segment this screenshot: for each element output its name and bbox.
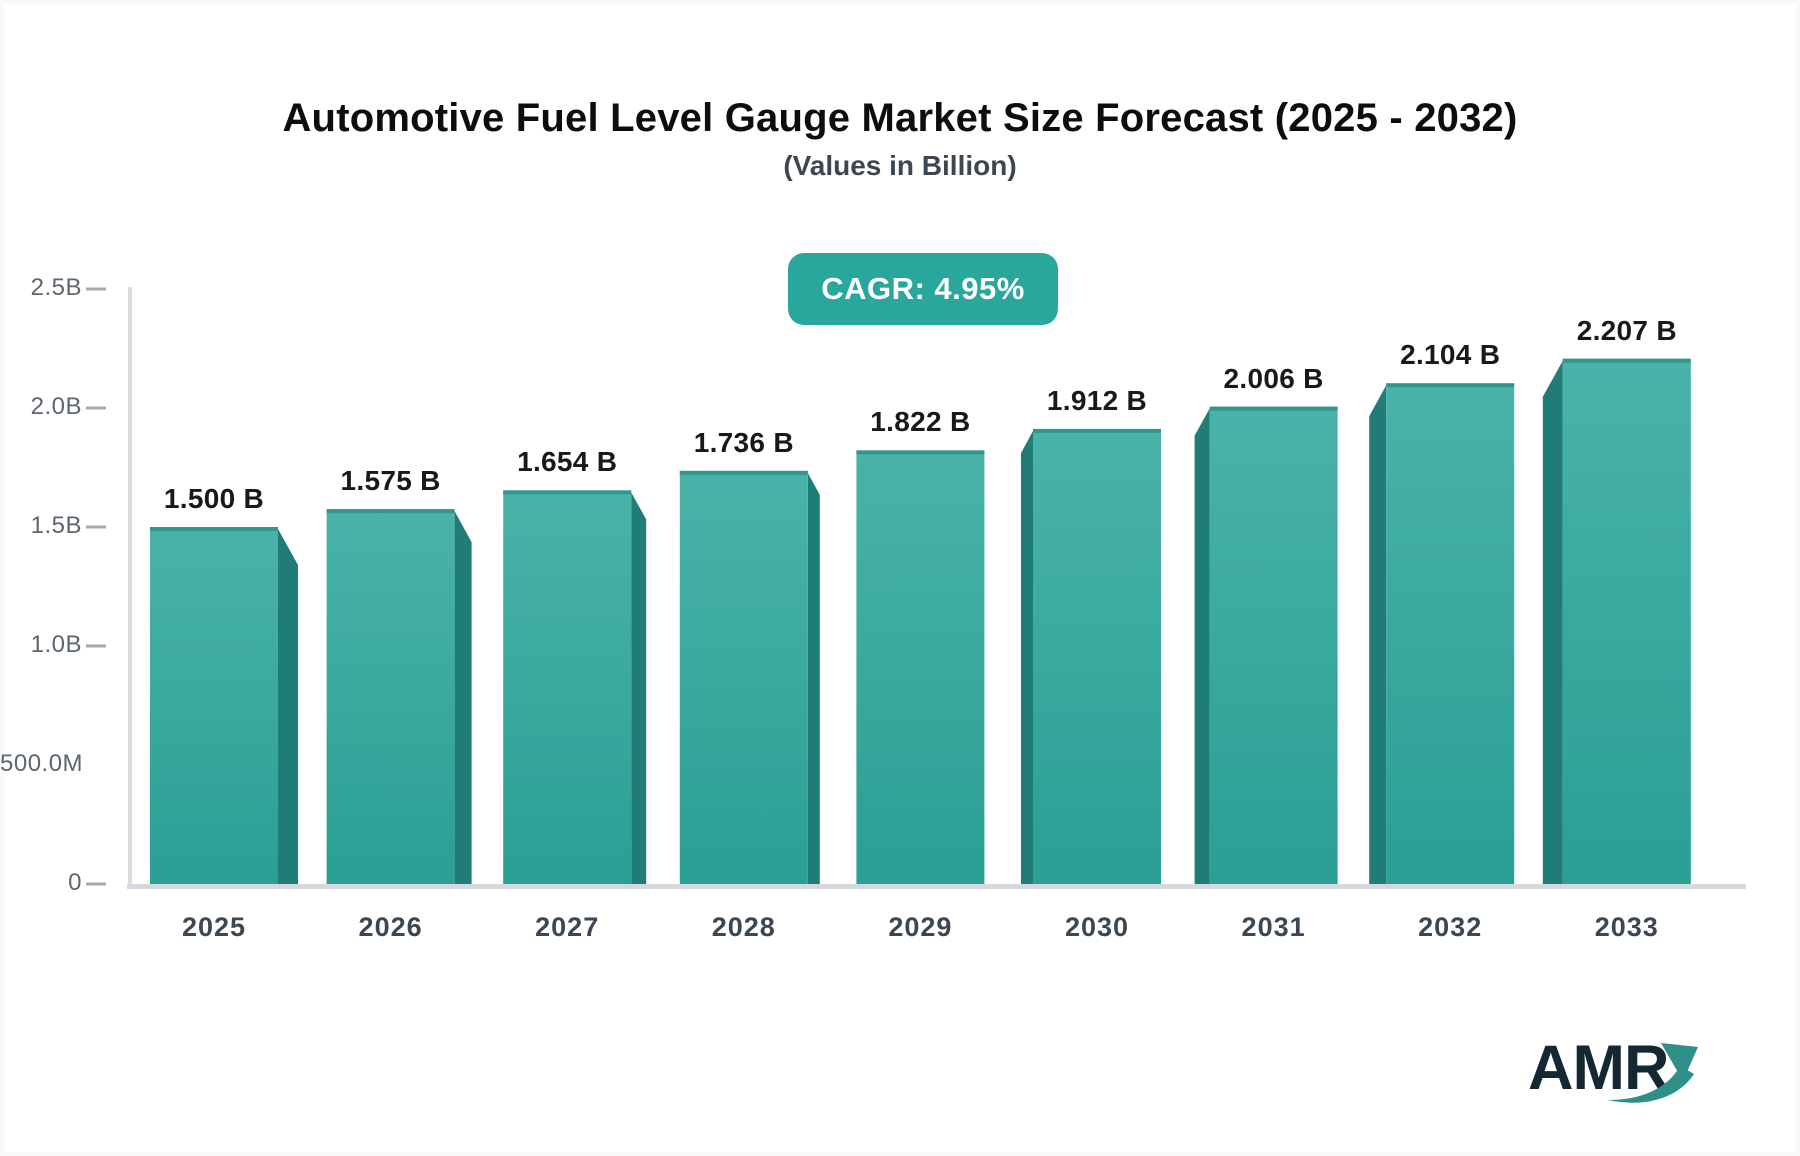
bar-value-label: 1.736 B xyxy=(693,426,794,458)
y-axis-tick-label: 1.0B xyxy=(30,631,82,658)
amr-logo: AMR xyxy=(1528,1032,1748,1142)
bar-2025[interactable] xyxy=(150,527,278,884)
x-axis-label: 2030 xyxy=(1064,912,1130,942)
bar-value-label: 1.822 B xyxy=(870,406,971,438)
bar-2026[interactable] xyxy=(326,509,455,884)
bar-2027[interactable] xyxy=(503,490,632,884)
bar-side-face xyxy=(631,492,647,884)
x-axis-label: 2031 xyxy=(1241,912,1306,942)
bar-top-edge xyxy=(679,470,808,475)
y-axis-tick-label: 2.0B xyxy=(30,393,82,420)
chart-title: Automotive Fuel Level Gauge Market Size … xyxy=(282,96,1518,140)
y-axis-tick xyxy=(86,882,106,886)
bar-top-edge xyxy=(503,490,632,495)
y-axis-line xyxy=(128,287,132,886)
bar-value-label: 2.207 B xyxy=(1576,314,1677,346)
y-axis-tick-label: 0 xyxy=(68,869,82,896)
bar-value-label: 1.654 B xyxy=(517,446,618,478)
x-axis-label: 2032 xyxy=(1418,912,1483,942)
bar-side-face xyxy=(807,472,820,884)
y-axis-tick xyxy=(86,525,106,529)
y-axis-tick-label: 500.0M xyxy=(0,750,84,777)
bar-value-label: 1.575 B xyxy=(340,465,441,497)
bar-top-edge xyxy=(1209,406,1338,411)
bar-2030[interactable] xyxy=(1033,428,1161,884)
bar-side-face xyxy=(454,511,472,884)
cagr-badge-label: CAGR: 4.95% xyxy=(821,271,1025,306)
bar-2033[interactable] xyxy=(1562,358,1691,884)
bar-top-edge xyxy=(326,509,455,514)
bar-top-edge xyxy=(1562,358,1691,363)
bar-value-label: 1.912 B xyxy=(1046,384,1148,416)
x-axis-label: 2033 xyxy=(1594,912,1659,942)
x-axis-label: 2026 xyxy=(358,912,423,942)
bar-value-label: 1.500 B xyxy=(163,483,265,514)
bar-2028[interactable] xyxy=(679,470,808,884)
x-axis-line xyxy=(127,884,1746,889)
bar-top-edge xyxy=(856,450,985,455)
x-axis-label: 2028 xyxy=(711,912,776,942)
y-axis-tick xyxy=(86,406,106,410)
y-axis-tick-label: 2.5B xyxy=(30,274,82,301)
bar-value-label: 2.006 B xyxy=(1223,362,1324,394)
x-axis-label: 2027 xyxy=(535,912,600,942)
bar-top-edge xyxy=(150,527,278,531)
bar-side-face xyxy=(1369,385,1387,884)
chart-subtitle: (Values in Billion) xyxy=(783,150,1017,181)
y-axis-tick-label: 1.5B xyxy=(30,512,82,539)
bar-side-face xyxy=(1021,430,1033,884)
bar-side-face xyxy=(1542,360,1563,884)
cagr-badge: CAGR: 4.95% xyxy=(788,253,1058,325)
bar-value-label: 2.104 B xyxy=(1400,339,1501,371)
x-axis-label: 2029 xyxy=(888,912,953,942)
bar-side-face xyxy=(278,529,298,884)
bar-top-edge xyxy=(1386,383,1515,388)
bar-2031[interactable] xyxy=(1209,406,1338,884)
amr-logo-text: AMR xyxy=(1528,1033,1669,1103)
bar-side-face xyxy=(1194,408,1210,884)
bar-top-edge xyxy=(1033,428,1161,433)
y-axis-tick xyxy=(86,287,106,291)
bar-2032[interactable] xyxy=(1386,383,1515,884)
bar-2029[interactable] xyxy=(856,450,985,884)
y-axis-tick xyxy=(86,644,106,648)
x-axis-label: 2025 xyxy=(181,912,247,942)
